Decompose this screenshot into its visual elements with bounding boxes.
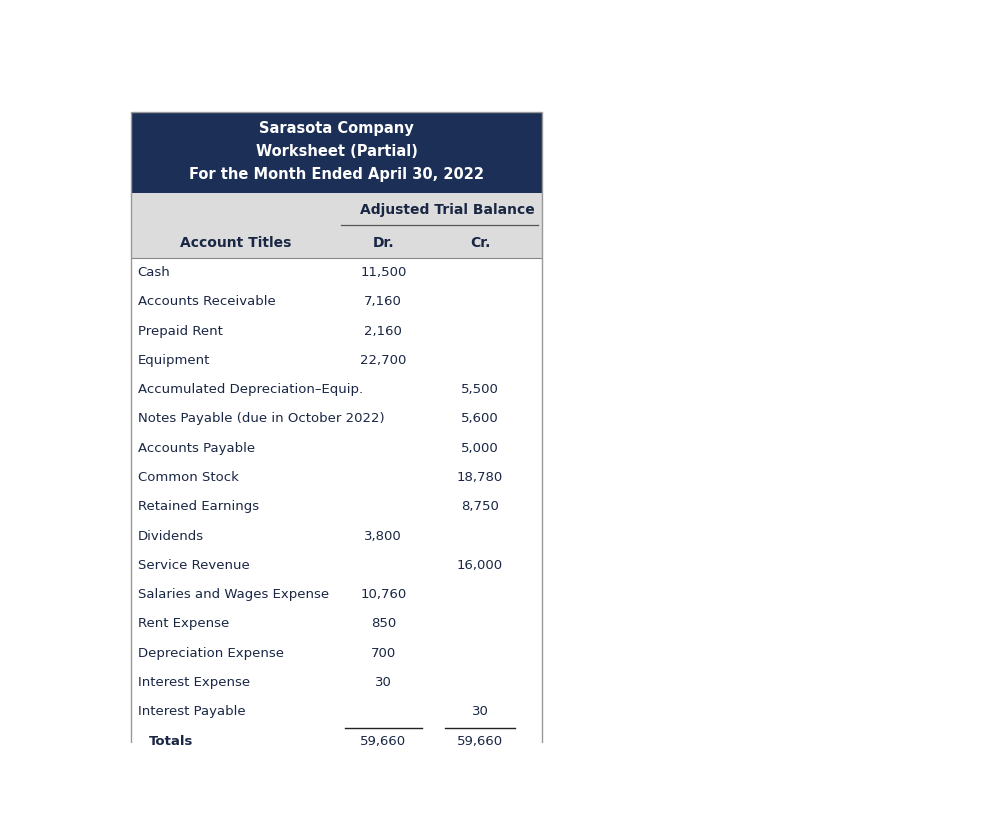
Text: 18,780: 18,780 [457,471,503,484]
Text: Rent Expense: Rent Expense [137,617,228,630]
Text: 59,660: 59,660 [457,735,503,748]
Text: 7,160: 7,160 [364,296,403,308]
Text: Totals: Totals [149,735,194,748]
Text: 2,160: 2,160 [364,325,403,337]
Text: 5,000: 5,000 [461,442,499,455]
Text: Interest Payable: Interest Payable [137,705,245,718]
Text: 30: 30 [472,705,489,718]
Text: Accounts Payable: Accounts Payable [137,442,255,455]
Text: Cr.: Cr. [470,235,491,250]
Text: 11,500: 11,500 [360,266,406,279]
Text: Common Stock: Common Stock [137,471,238,484]
Text: For the Month Ended April 30, 2022: For the Month Ended April 30, 2022 [189,167,485,182]
Text: Accounts Receivable: Accounts Receivable [137,296,275,308]
Text: Sarasota Company: Sarasota Company [259,121,414,136]
Text: 3,800: 3,800 [364,529,403,543]
Bar [132,258,542,770]
Text: Equipment: Equipment [137,354,210,367]
Text: Dr.: Dr. [373,235,394,250]
Text: 850: 850 [371,617,396,630]
Text: Worksheet (Partial): Worksheet (Partial) [256,144,417,159]
Bar [132,227,542,258]
Text: 22,700: 22,700 [360,354,406,367]
Text: 8,750: 8,750 [461,500,499,514]
Text: 700: 700 [371,646,396,660]
Bar [132,193,542,227]
Text: 10,760: 10,760 [360,588,406,601]
Text: Retained Earnings: Retained Earnings [137,500,259,514]
Text: 5,500: 5,500 [461,383,499,397]
Text: Interest Expense: Interest Expense [137,676,249,689]
Text: Depreciation Expense: Depreciation Expense [137,646,284,660]
Text: 16,000: 16,000 [457,559,503,572]
Text: Service Revenue: Service Revenue [137,559,249,572]
Text: Cash: Cash [137,266,170,279]
Text: 30: 30 [375,676,392,689]
Text: Adjusted Trial Balance: Adjusted Trial Balance [360,203,535,217]
Text: Notes Payable (due in October 2022): Notes Payable (due in October 2022) [137,412,384,426]
Bar [132,112,542,193]
Bar [132,112,542,772]
Text: Account Titles: Account Titles [180,235,292,250]
Text: Prepaid Rent: Prepaid Rent [137,325,223,337]
Text: 5,600: 5,600 [461,412,499,426]
Text: Accumulated Depreciation–Equip.: Accumulated Depreciation–Equip. [137,383,363,397]
Text: Salaries and Wages Expense: Salaries and Wages Expense [137,588,328,601]
Text: 59,660: 59,660 [360,735,406,748]
Text: Dividends: Dividends [137,529,204,543]
